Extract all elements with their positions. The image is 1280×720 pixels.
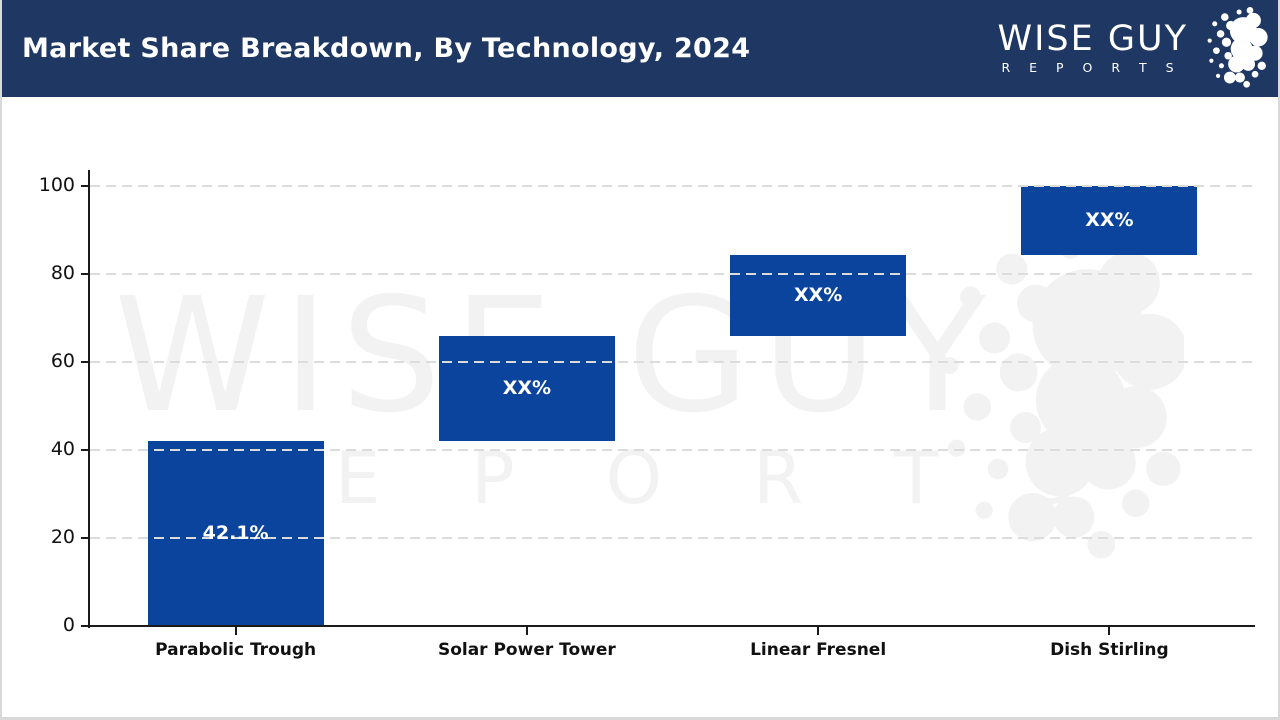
wiseguy-logo: WISE GUY R E P O R T S — [997, 6, 1278, 91]
x-tick-mark — [234, 627, 237, 635]
y-tick-label: 60 — [50, 349, 75, 372]
y-tick-mark — [81, 184, 90, 187]
wiseguy-logo-text: WISE GUY R E P O R T S — [997, 19, 1188, 76]
chart-area: WISE GUY R E P O R T S 42.1% Parabolic Tr… — [2, 97, 1278, 717]
y-axis-spine — [88, 170, 90, 628]
bar-value-label: 42.1% — [202, 522, 269, 545]
bar-segment — [438, 335, 615, 441]
y-tick-mark — [81, 625, 90, 627]
bar-value-label: XX% — [793, 284, 843, 307]
bar-segment — [147, 440, 324, 626]
y-tick-label: 20 — [50, 525, 75, 548]
y-tick-label: 100 — [38, 173, 75, 196]
y-tick-label: 0 — [62, 614, 75, 636]
x-category-label: Solar Power Tower — [437, 640, 616, 660]
bar-value-label: XX% — [1085, 209, 1134, 232]
y-tick-mark — [81, 360, 90, 363]
x-axis-spine — [88, 625, 1255, 627]
watermark-text-line2: R E P O R T S — [194, 436, 1109, 520]
logo-wordmark: WISE GUY — [997, 19, 1188, 59]
x-category-label: Parabolic Trough — [155, 640, 317, 660]
chart-title: Market Share Breakdown, By Technology, 2… — [22, 33, 751, 64]
x-tick-mark — [1108, 627, 1111, 635]
y-tick-label: 40 — [50, 437, 75, 460]
gridline — [90, 360, 1255, 363]
gridline — [90, 272, 1255, 275]
bar-segment — [1021, 185, 1198, 255]
x-tick-mark — [817, 627, 820, 635]
x-category-label: Linear Fresnel — [750, 640, 887, 660]
bar-segment — [730, 254, 907, 336]
bar-value-label: XX% — [502, 377, 552, 400]
header: Market Share Breakdown, By Technology, 2… — [2, 0, 1278, 97]
x-tick-mark — [525, 627, 528, 635]
gridline — [90, 184, 1255, 187]
y-tick-label: 80 — [50, 261, 75, 284]
logo-subtitle: R E P O R T S — [1001, 60, 1182, 75]
y-tick-mark — [81, 536, 90, 539]
y-tick-mark — [81, 272, 90, 275]
x-category-label: Dish Stirling — [1050, 640, 1169, 660]
gridline — [90, 536, 1255, 539]
y-tick-mark — [81, 448, 90, 451]
gridline — [90, 448, 1255, 451]
